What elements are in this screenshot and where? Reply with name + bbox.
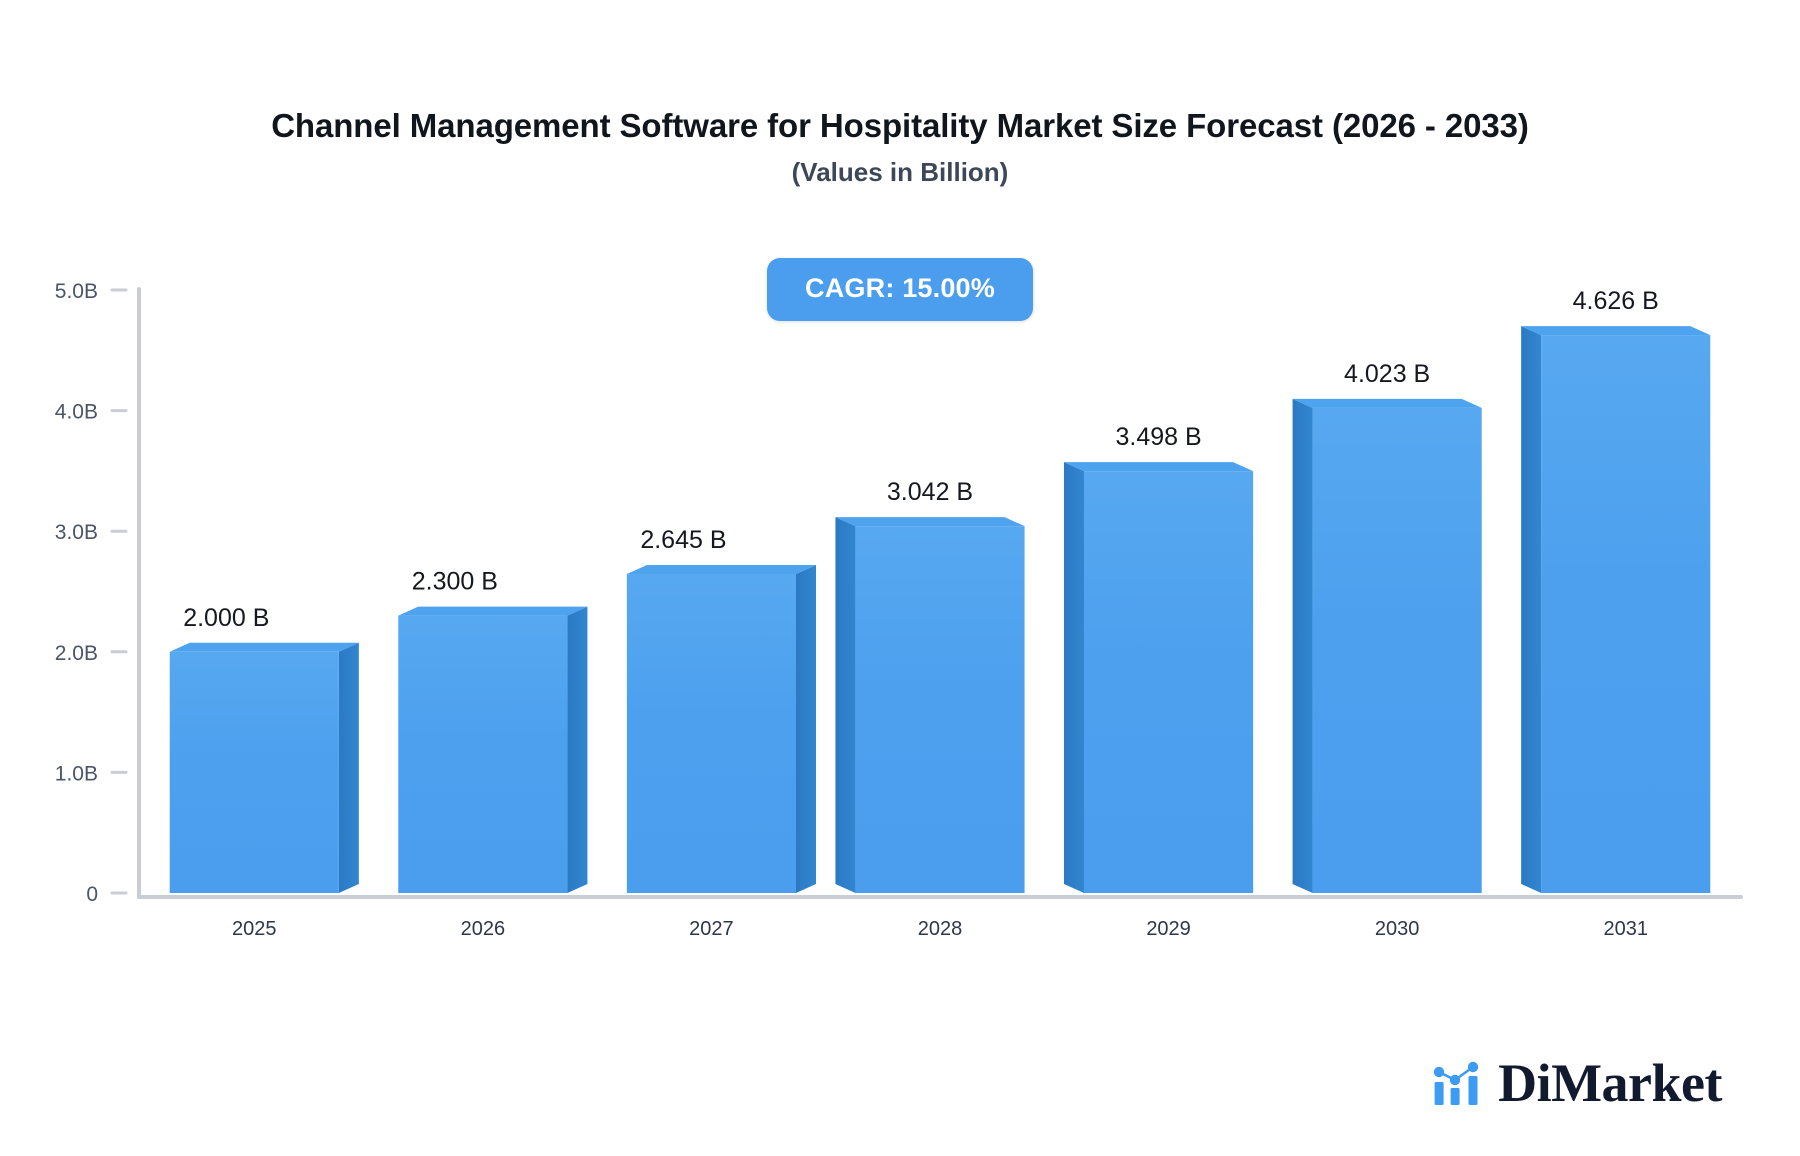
bar-front-face[interactable] [1084, 471, 1254, 893]
bar-front-face[interactable] [1312, 407, 1482, 893]
bar-top-face [835, 517, 1025, 527]
y-axis-tick-label: 0 [86, 883, 98, 906]
bar-2025[interactable] [169, 642, 359, 893]
x-axis-category-label: 2026 [461, 918, 506, 940]
bar-side-face [338, 642, 359, 893]
bar-side-face [1292, 398, 1313, 893]
bar-value-label: 3.042 B [887, 478, 973, 506]
bar-front-face[interactable] [169, 651, 339, 893]
bar-2031[interactable] [1521, 326, 1711, 894]
bar-side-face [1521, 326, 1542, 894]
y-axis-tick-label: 3.0B [55, 521, 98, 544]
x-axis-category-label: 2029 [1146, 918, 1191, 940]
bar-top-face [1292, 398, 1482, 408]
bar-side-face [1064, 462, 1084, 893]
x-axis-category-label: 2030 [1375, 918, 1420, 940]
bar-value-label: 2.300 B [412, 568, 498, 596]
page-title: Channel Management Software for Hospital… [271, 107, 1529, 144]
bar-side-face [796, 565, 816, 893]
bar-value-label: 2.645 B [640, 526, 726, 554]
bar-value-label: 4.023 B [1344, 360, 1430, 388]
bar-value-label: 4.626 B [1573, 287, 1659, 315]
cagr-badge: CAGR: 15.00% [767, 258, 1033, 321]
x-axis-category-label: 2025 [232, 918, 277, 940]
bar-front-face[interactable] [398, 615, 568, 893]
y-axis-tick-label: 2.0B [55, 642, 98, 665]
bar-front-face[interactable] [855, 526, 1025, 893]
labels-layer: 0 1.0B 2.0B 3.0B 4.0B 5.0B 2.000 B 2025 2.300 B 2… [55, 280, 1659, 940]
bar-value-label: 2.000 B [183, 604, 269, 632]
bar-front-face[interactable] [626, 574, 796, 893]
x-axis-category-label: 2031 [1603, 918, 1648, 940]
x-axis-category-label: 2027 [689, 918, 734, 940]
bar-top-face [1521, 326, 1711, 336]
brand-logo: DiMarket [1431, 1056, 1722, 1110]
bar-2027[interactable] [626, 565, 816, 893]
bar-front-face[interactable] [1541, 335, 1711, 894]
y-axis-tick-label: 4.0B [55, 401, 98, 424]
bar-2028[interactable] [835, 517, 1025, 893]
y-axis-line [137, 287, 141, 899]
y-axis-tick-label: 5.0B [55, 280, 98, 303]
title-block: Channel Management Software for Hospital… [0, 107, 1800, 188]
bar-value-label: 3.498 B [1115, 423, 1201, 451]
bar-top-face [1064, 462, 1254, 472]
bar-top-face [169, 642, 359, 652]
bar-2029[interactable] [1064, 462, 1254, 893]
bar-chart-icon [1433, 1061, 1479, 1105]
bar-top-face [398, 606, 588, 616]
bar-side-face [835, 517, 856, 893]
chart-subtitle: (Values in Billion) [791, 157, 1009, 188]
logo-text: DiMarket [1498, 1053, 1722, 1113]
bar-2026[interactable] [398, 606, 588, 893]
axis-layer [110, 287, 1743, 899]
bar-side-face [567, 606, 588, 893]
y-axis-tick-label: 1.0B [55, 762, 98, 785]
x-axis-line [137, 895, 1743, 899]
bar-chart-plot: 0 1.0B 2.0B 3.0B 4.0B 5.0B 2.000 B 2025 2.300 B 2… [55, 280, 1743, 940]
bar-top-face [626, 565, 816, 575]
bars-layer [169, 326, 1711, 894]
bar-2030[interactable] [1292, 398, 1482, 893]
x-axis-category-label: 2028 [918, 918, 963, 940]
